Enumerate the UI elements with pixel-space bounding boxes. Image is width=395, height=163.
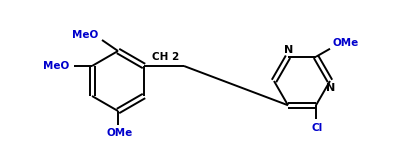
Text: OMe: OMe <box>333 38 359 48</box>
Text: OMe: OMe <box>107 128 133 138</box>
Text: MeO: MeO <box>72 30 98 40</box>
Text: MeO: MeO <box>43 61 69 71</box>
Text: N: N <box>284 45 293 55</box>
Text: Cl: Cl <box>311 123 323 133</box>
Text: CH 2: CH 2 <box>152 52 180 62</box>
Text: N: N <box>326 83 336 93</box>
